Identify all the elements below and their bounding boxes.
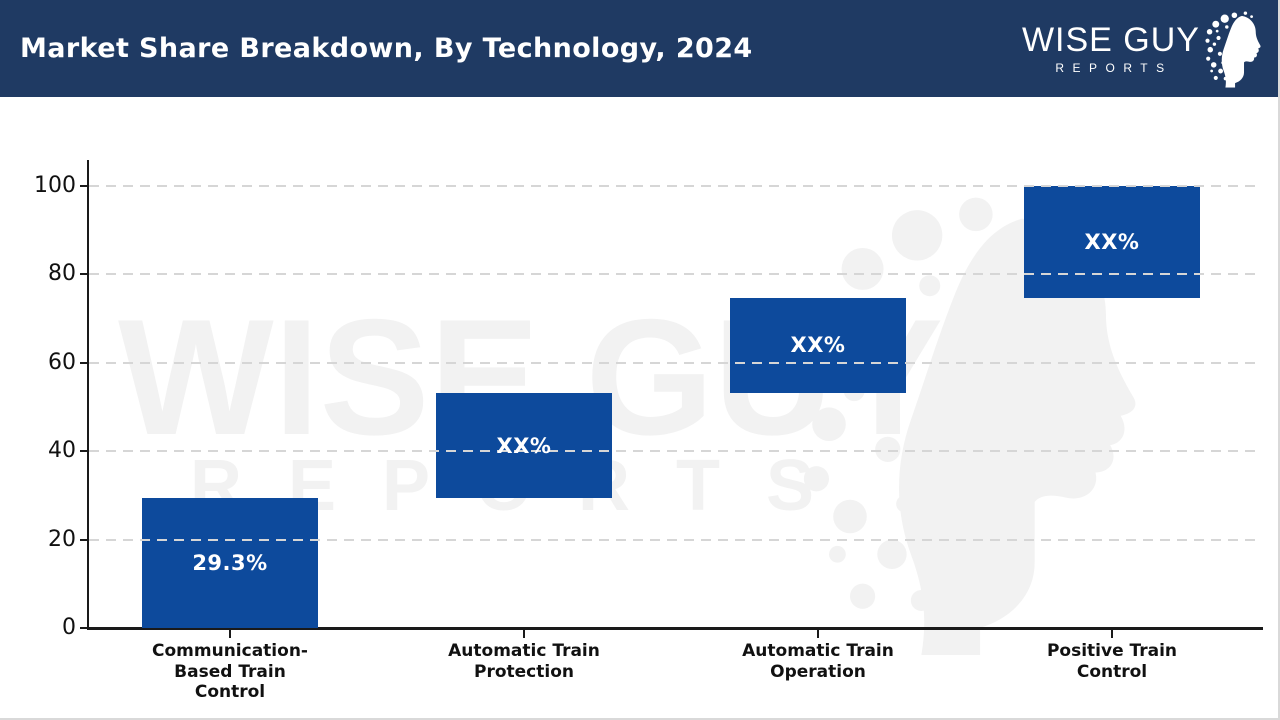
bar-value-label: XX% <box>790 333 846 358</box>
bar-segment: 29.3% <box>142 498 318 628</box>
bar-segment: XX% <box>1024 186 1200 298</box>
x-tick-label: Automatic Train Protection <box>448 641 600 682</box>
gridline <box>89 361 1262 364</box>
y-tick-label: 60 <box>48 349 76 375</box>
x-tick-mark <box>229 630 231 638</box>
y-tick-mark <box>80 361 88 364</box>
x-axis-spine <box>87 627 1263 630</box>
y-tick-label: 40 <box>48 438 76 464</box>
gridline <box>89 185 1262 187</box>
gridline <box>89 538 1262 541</box>
y-tick-label: 80 <box>48 261 76 287</box>
y-axis-spine <box>87 160 89 630</box>
x-tick-mark <box>1111 630 1113 638</box>
y-tick-mark <box>80 273 88 276</box>
y-tick-mark <box>80 538 88 541</box>
y-tick-label: 100 <box>34 173 76 198</box>
x-tick-label: Communication- Based Train Control <box>152 641 308 702</box>
bar-value-label: 29.3% <box>192 551 268 576</box>
gridline <box>89 273 1262 276</box>
logo-reports-text: REPORTS <box>1055 61 1173 76</box>
y-tick-label: 0 <box>62 615 76 640</box>
bar-segment: XX% <box>730 297 906 393</box>
chart-title: Market Share Breakdown, By Technology, 2… <box>20 33 753 64</box>
header-bar: Market Share Breakdown, By Technology, 2… <box>0 0 1278 97</box>
y-tick-mark <box>80 627 88 629</box>
bar-segment: XX% <box>436 392 612 499</box>
logo-brand-text: WISE GUY <box>1021 20 1200 59</box>
x-tick-label: Positive Train Control <box>1046 641 1178 682</box>
x-tick-mark <box>817 630 819 638</box>
y-tick-label: 20 <box>48 526 76 552</box>
y-tick-mark <box>80 185 88 187</box>
y-tick-mark <box>80 450 88 453</box>
x-tick-label: Automatic Train Operation <box>742 641 894 682</box>
logo-text: WISE GUY REPORTS <box>1021 20 1200 76</box>
bar-value-label: XX% <box>496 433 552 458</box>
wiseguy-logo: WISE GUY REPORTS <box>1022 9 1264 89</box>
bar-value-label: XX% <box>1084 229 1140 254</box>
wiseguy-head-icon <box>1202 9 1264 89</box>
x-tick-mark <box>523 630 525 638</box>
gridline <box>89 450 1262 453</box>
